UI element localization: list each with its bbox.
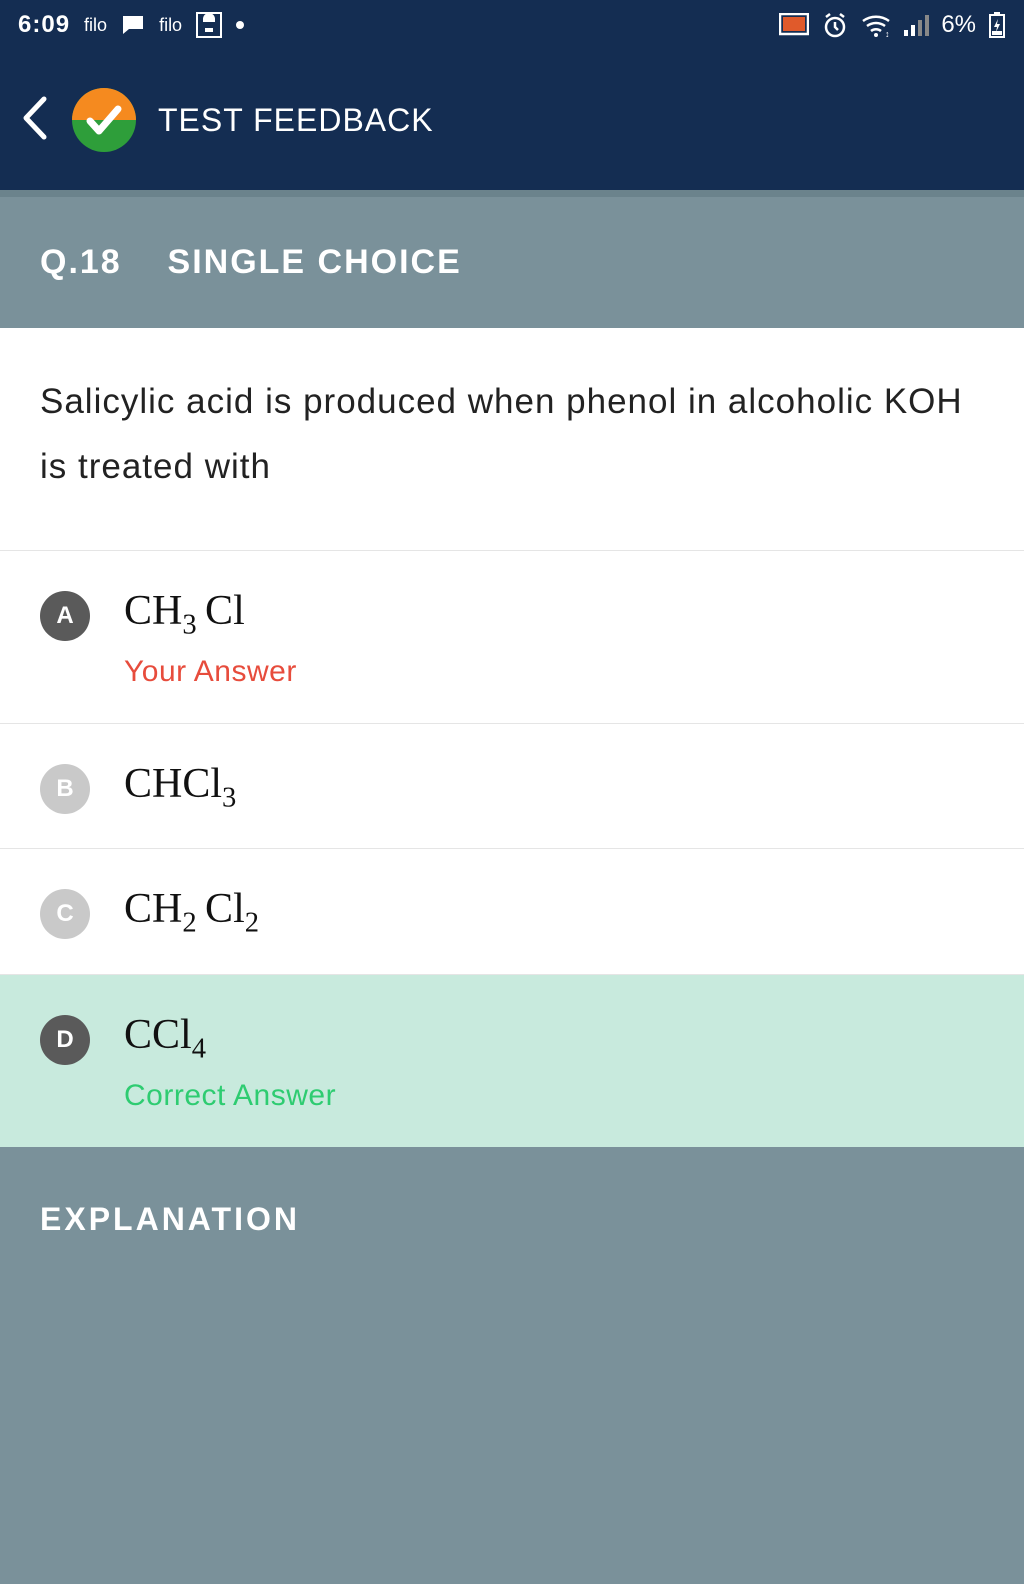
explanation-section: EXPLANATION	[0, 1147, 1024, 1318]
question-body: Salicylic acid is produced when phenol i…	[0, 328, 1024, 550]
app-square-icon	[196, 12, 222, 38]
option-note: Correct Answer	[124, 1079, 336, 1113]
option-badge: D	[40, 1015, 90, 1065]
status-time: 6:09	[18, 11, 70, 39]
notification-dot-icon	[236, 21, 244, 29]
option-b[interactable]: B CHCl3	[0, 723, 1024, 848]
back-button[interactable]	[20, 93, 50, 148]
option-formula: CCl4	[124, 1011, 336, 1065]
question-number: Q.18	[40, 243, 122, 281]
app-logo-icon	[72, 88, 136, 152]
status-bar: 6:09 filo filo ↕ 6%	[0, 0, 1024, 50]
option-badge: C	[40, 889, 90, 939]
cast-icon	[779, 13, 809, 37]
battery-charging-icon	[988, 11, 1006, 39]
option-content: CH2 Cl2	[124, 885, 259, 939]
app-header: TEST FEEDBACK	[0, 50, 1024, 190]
status-app-label-2: filo	[159, 15, 182, 36]
status-right: ↕ 6%	[779, 11, 1006, 39]
option-badge: A	[40, 591, 90, 641]
battery-percent: 6%	[941, 11, 976, 39]
page-title: TEST FEEDBACK	[158, 102, 434, 139]
status-left: 6:09 filo filo	[18, 11, 244, 39]
status-app-label-1: filo	[84, 15, 107, 36]
option-formula: CHCl3	[124, 760, 236, 814]
wifi-icon: ↕	[861, 13, 891, 37]
option-formula: CH2 Cl2	[124, 885, 259, 939]
option-formula: CH3 Cl	[124, 587, 297, 641]
question-text: Salicylic acid is produced when phenol i…	[40, 370, 984, 500]
option-note: Your Answer	[124, 655, 297, 689]
option-a[interactable]: A CH3 Cl Your Answer	[0, 550, 1024, 723]
explanation-title: EXPLANATION	[40, 1201, 984, 1238]
option-d[interactable]: D CCl4 Correct Answer	[0, 974, 1024, 1147]
alarm-icon	[821, 11, 849, 39]
option-content: CH3 Cl Your Answer	[124, 587, 297, 689]
question-type: SINGLE CHOICE	[168, 243, 462, 281]
signal-icon	[903, 14, 929, 36]
options-list: A CH3 Cl Your Answer B CHCl3 C CH2 Cl2 D CCl4 Cor…	[0, 550, 1024, 1148]
option-c[interactable]: C CH2 Cl2	[0, 848, 1024, 973]
svg-text:↕: ↕	[885, 29, 890, 37]
option-content: CCl4 Correct Answer	[124, 1011, 336, 1113]
question-header: Q.18 SINGLE CHOICE	[0, 197, 1024, 328]
header-divider	[0, 190, 1024, 197]
chat-icon	[121, 14, 145, 36]
option-badge: B	[40, 764, 90, 814]
question-header-text: Q.18 SINGLE CHOICE	[40, 243, 984, 282]
option-content: CHCl3	[124, 760, 236, 814]
